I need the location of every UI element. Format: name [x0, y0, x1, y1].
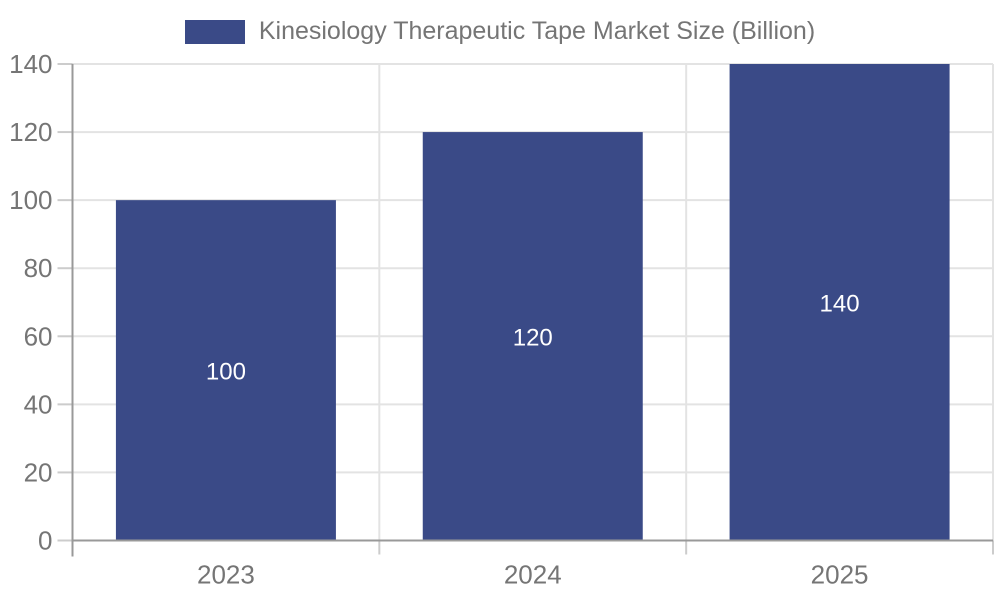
x-axis-label: 2025 [811, 560, 869, 590]
legend-swatch [184, 19, 245, 44]
y-axis-tick-label: 120 [9, 117, 52, 147]
y-axis-tick-label: 80 [24, 253, 53, 283]
y-axis-tick-label: 100 [9, 185, 52, 215]
y-axis-tick-label: 140 [9, 49, 52, 79]
x-axis-label: 2023 [197, 560, 255, 590]
legend[interactable]: Kinesiology Therapeutic Tape Market Size… [0, 17, 1000, 46]
bar-2024 [422, 132, 643, 541]
bar-value-label: 140 [820, 290, 860, 317]
bar-2025 [729, 64, 950, 541]
y-axis-tick-label: 60 [24, 321, 53, 351]
y-axis-tick-label: 20 [24, 457, 53, 487]
bar-value-label: 120 [513, 324, 553, 351]
bar-2023 [115, 200, 336, 541]
y-axis-tick-label: 0 [38, 526, 52, 556]
legend-label: Kinesiology Therapeutic Tape Market Size… [258, 17, 816, 45]
x-axis-label: 2024 [504, 560, 562, 590]
y-axis-tick-label: 40 [24, 389, 53, 419]
bar-value-label: 100 [206, 358, 246, 385]
